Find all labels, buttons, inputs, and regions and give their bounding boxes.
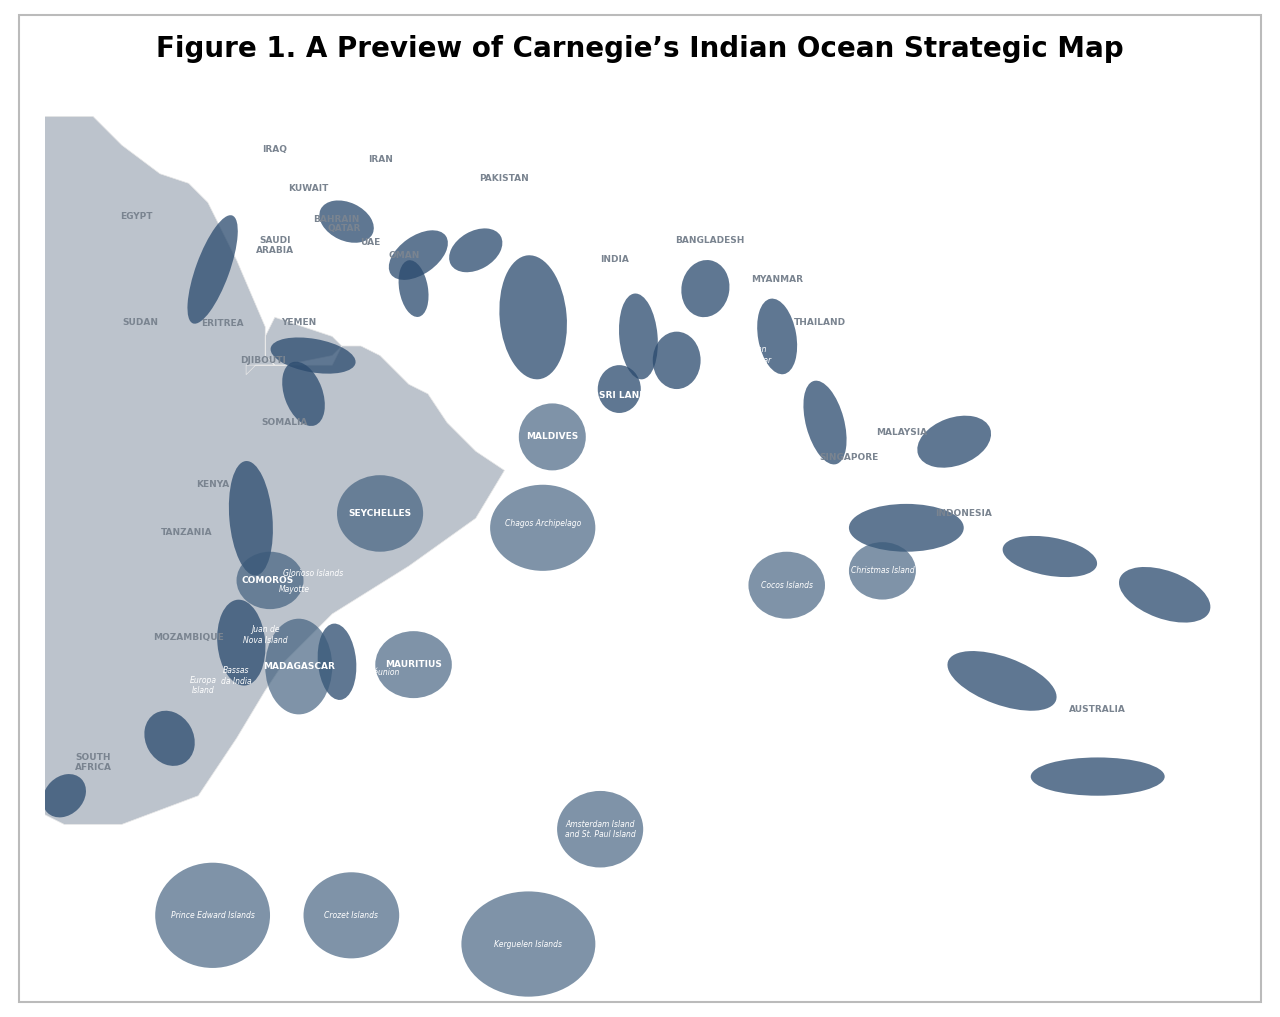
- Text: OMAN: OMAN: [388, 250, 420, 259]
- Text: EGYPT: EGYPT: [120, 213, 152, 222]
- Text: AUSTRALIA: AUSTRALIA: [1069, 705, 1126, 714]
- Text: UAE: UAE: [361, 238, 380, 247]
- Ellipse shape: [849, 503, 964, 551]
- Text: Andaman
and Nicobar
Islands: Andaman and Nicobar Islands: [726, 346, 772, 375]
- Text: MALDIVES: MALDIVES: [526, 432, 579, 441]
- Ellipse shape: [187, 216, 238, 323]
- Text: MADAGASCAR: MADAGASCAR: [262, 662, 334, 671]
- Ellipse shape: [653, 332, 700, 390]
- Ellipse shape: [947, 651, 1056, 711]
- Ellipse shape: [389, 230, 448, 280]
- Text: INDIA: INDIA: [600, 255, 628, 264]
- Ellipse shape: [804, 380, 846, 465]
- Text: Chagos Archipelago: Chagos Archipelago: [504, 519, 581, 528]
- Text: SEYCHELLES: SEYCHELLES: [348, 508, 412, 518]
- Text: KUWAIT: KUWAIT: [288, 184, 329, 192]
- Text: MAURITIUS: MAURITIUS: [385, 660, 442, 669]
- Ellipse shape: [282, 362, 325, 426]
- Text: QATAR: QATAR: [326, 224, 361, 233]
- Text: Christmas Island: Christmas Island: [851, 566, 914, 576]
- Ellipse shape: [42, 774, 86, 818]
- Text: PAKISTAN: PAKISTAN: [480, 174, 530, 183]
- Ellipse shape: [518, 404, 586, 471]
- Ellipse shape: [375, 632, 452, 698]
- Text: Glorioso Islands: Glorioso Islands: [283, 570, 343, 579]
- Text: INDONESIA: INDONESIA: [936, 508, 992, 518]
- Text: KENYA: KENYA: [196, 480, 229, 489]
- Ellipse shape: [758, 299, 797, 374]
- Text: MYANMAR: MYANMAR: [751, 275, 803, 284]
- Ellipse shape: [749, 551, 826, 618]
- Ellipse shape: [1119, 566, 1211, 622]
- Text: Mayotte: Mayotte: [278, 586, 310, 595]
- Ellipse shape: [557, 791, 643, 868]
- Text: Crozet Islands: Crozet Islands: [324, 911, 379, 919]
- Text: BANGLADESH: BANGLADESH: [676, 236, 745, 245]
- Text: Tromelin Island: Tromelin Island: [346, 614, 404, 623]
- Text: COMOROS: COMOROS: [242, 576, 294, 585]
- Text: Cocos Islands: Cocos Islands: [760, 581, 813, 590]
- Text: SUDAN: SUDAN: [123, 317, 159, 326]
- Text: Europa
Island: Europa Island: [189, 676, 216, 696]
- Text: THAILAND: THAILAND: [794, 317, 846, 326]
- Ellipse shape: [270, 338, 356, 373]
- Text: SAUDI
ARABIA: SAUDI ARABIA: [256, 236, 294, 255]
- Ellipse shape: [303, 873, 399, 958]
- Text: SINGAPORE: SINGAPORE: [819, 454, 878, 463]
- Text: Prince Edward Islands: Prince Edward Islands: [170, 911, 255, 919]
- Text: MOZAMBIQUE: MOZAMBIQUE: [154, 634, 224, 643]
- Ellipse shape: [849, 542, 916, 600]
- Ellipse shape: [145, 711, 195, 766]
- Ellipse shape: [218, 600, 265, 685]
- Ellipse shape: [490, 485, 595, 571]
- Text: Amsterdam Island
and St. Paul Island: Amsterdam Island and St. Paul Island: [564, 820, 635, 839]
- Text: MALAYSIA: MALAYSIA: [876, 427, 927, 436]
- Polygon shape: [0, 116, 504, 825]
- Text: TANZANIA: TANZANIA: [161, 528, 212, 537]
- Ellipse shape: [499, 255, 567, 379]
- Text: ERITREA: ERITREA: [201, 319, 243, 328]
- Ellipse shape: [598, 365, 641, 413]
- Text: Réunion: Réunion: [369, 668, 401, 676]
- Ellipse shape: [265, 618, 333, 714]
- Ellipse shape: [398, 260, 429, 317]
- Ellipse shape: [1002, 536, 1097, 577]
- Ellipse shape: [229, 461, 273, 576]
- Text: Bassas
da India: Bassas da India: [221, 666, 252, 685]
- Ellipse shape: [155, 862, 270, 968]
- Ellipse shape: [319, 200, 374, 243]
- Text: IRAQ: IRAQ: [262, 145, 287, 155]
- Ellipse shape: [620, 294, 658, 379]
- Ellipse shape: [449, 229, 502, 273]
- Text: SOMALIA: SOMALIA: [261, 418, 307, 427]
- Ellipse shape: [337, 475, 424, 551]
- Text: Juan de
Nova Island: Juan de Nova Island: [243, 625, 288, 645]
- Ellipse shape: [1030, 758, 1165, 795]
- Text: SOUTH
AFRICA: SOUTH AFRICA: [74, 753, 111, 772]
- Text: SRI LANKA: SRI LANKA: [599, 392, 653, 401]
- Text: Figure 1. A Preview of Carnegie’s Indian Ocean Strategic Map: Figure 1. A Preview of Carnegie’s Indian…: [156, 35, 1124, 63]
- Ellipse shape: [237, 551, 303, 609]
- Text: BAHRAIN: BAHRAIN: [312, 216, 360, 224]
- Ellipse shape: [461, 892, 595, 997]
- Ellipse shape: [918, 416, 991, 468]
- Ellipse shape: [681, 260, 730, 317]
- Ellipse shape: [317, 623, 356, 700]
- Text: Kerguelen Islands: Kerguelen Islands: [494, 940, 562, 949]
- Text: IRAN: IRAN: [367, 155, 393, 164]
- Text: DJIBOUTI: DJIBOUTI: [241, 356, 287, 365]
- Text: YEMEN: YEMEN: [282, 317, 316, 326]
